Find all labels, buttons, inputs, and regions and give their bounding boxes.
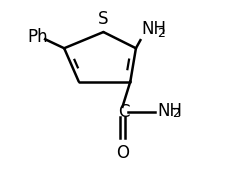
Text: Ph: Ph bbox=[27, 28, 48, 46]
Text: C: C bbox=[118, 103, 129, 121]
Text: 2: 2 bbox=[157, 27, 165, 40]
Text: NH: NH bbox=[157, 102, 182, 120]
Text: NH: NH bbox=[141, 20, 167, 38]
Text: 2: 2 bbox=[173, 107, 180, 120]
Text: S: S bbox=[98, 10, 109, 27]
Text: O: O bbox=[116, 144, 129, 162]
